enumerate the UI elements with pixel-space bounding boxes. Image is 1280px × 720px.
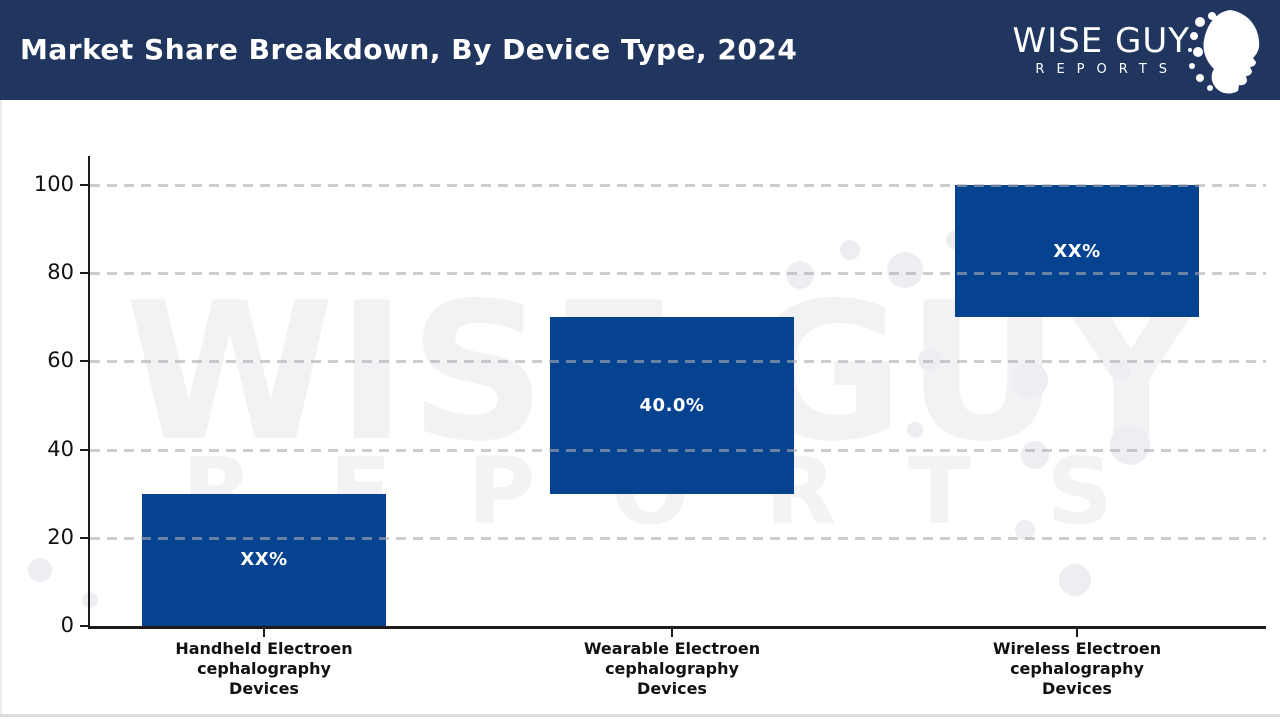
y-tick-mark-100 xyxy=(80,184,88,186)
y-tick-mark-0 xyxy=(80,625,88,627)
y-tick-label-80: 80 xyxy=(47,260,74,285)
gridline-y-20 xyxy=(90,536,1266,540)
gridline-y-100 xyxy=(90,184,1266,187)
x-tick-mark-2 xyxy=(671,629,673,637)
y-tick-label-0: 0 xyxy=(60,613,74,637)
gridline-y-60 xyxy=(90,360,1266,364)
y-tick-mark-80 xyxy=(80,272,88,275)
bar-value-label: XX% xyxy=(1053,240,1101,262)
x-category-label-3: Wireless Electroen cephalography Devices xyxy=(992,639,1162,698)
bar-value-label: XX% xyxy=(240,549,288,571)
x-tick-mark-1 xyxy=(263,629,265,637)
left-edge-divider xyxy=(0,100,2,715)
face-profile-icon xyxy=(1188,10,1260,94)
y-tick-label-20: 20 xyxy=(47,524,74,549)
gridline-y-40 xyxy=(90,448,1266,452)
y-axis-line xyxy=(88,156,90,627)
brand-name: WISE GUY xyxy=(1012,21,1190,61)
header: Market Share Breakdown, By Device Type, … xyxy=(0,0,1280,100)
page-title: Market Share Breakdown, By Device Type, … xyxy=(20,33,798,66)
y-tick-label-60: 60 xyxy=(47,348,74,373)
gridline-y-80 xyxy=(90,272,1266,276)
brand-logo-text: WISE GUY REPORTS xyxy=(1012,22,1190,77)
x-tick-mark-3 xyxy=(1076,629,1078,637)
bar-segment-1: XX% xyxy=(142,493,386,626)
y-tick-mark-20 xyxy=(80,536,88,539)
bar-segment-3: XX% xyxy=(955,185,1199,318)
brand-subname: REPORTS xyxy=(1035,62,1180,77)
bar-value-label: 40.0% xyxy=(639,394,705,416)
x-category-label-2: Wearable Electroen cephalography Devices xyxy=(583,639,761,698)
bar-segment-2: 40.0% xyxy=(550,317,794,494)
bottom-divider xyxy=(0,714,1280,717)
x-axis-line xyxy=(88,626,1266,629)
y-tick-label-40: 40 xyxy=(47,436,74,461)
y-tick-mark-40 xyxy=(80,448,88,451)
y-tick-mark-60 xyxy=(80,360,88,363)
brand-logo: WISE GUY REPORTS xyxy=(1012,0,1264,100)
y-tick-label-100: 100 xyxy=(33,172,74,196)
x-category-label-1: Handheld Electroen cephalography Devices xyxy=(175,639,353,698)
